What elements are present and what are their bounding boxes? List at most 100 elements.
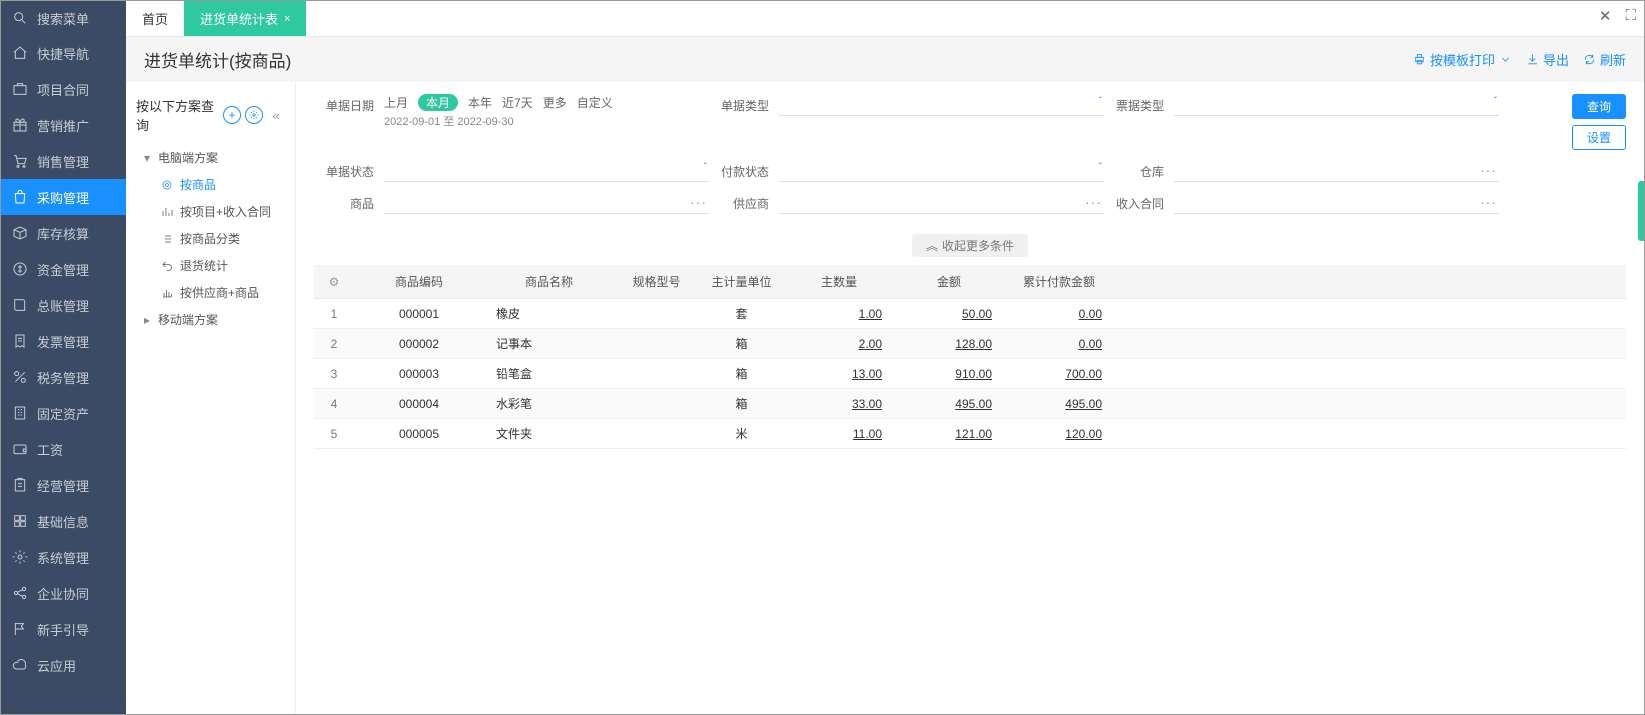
filter-warehouse[interactable]: ··· xyxy=(1174,160,1499,182)
table-row[interactable]: 3000003铅笔盒箱13.00910.00700.00 xyxy=(314,359,1626,389)
filter-supplier[interactable]: ··· xyxy=(779,192,1104,214)
sidebar-item-1[interactable]: 项目合同 xyxy=(1,71,126,107)
sidebar-item-6[interactable]: 资金管理 xyxy=(1,251,126,287)
col-1[interactable]: 商品名称 xyxy=(484,265,614,299)
paid-link[interactable]: 0.00 xyxy=(1079,337,1102,351)
qty-link[interactable]: 1.00 xyxy=(859,307,882,321)
grid-icon xyxy=(11,512,29,530)
table-row[interactable]: 4000004水彩笔箱33.00495.00495.00 xyxy=(314,389,1626,419)
sidebar-item-3[interactable]: 销售管理 xyxy=(1,143,126,179)
query-button[interactable]: 查询 xyxy=(1572,94,1626,119)
add-scheme-button[interactable]: + xyxy=(223,106,241,124)
sidebar-item-5[interactable]: 库存核算 xyxy=(1,215,126,251)
qty-link[interactable]: 11.00 xyxy=(853,427,882,441)
sidebar-item-4[interactable]: 采购管理 xyxy=(1,179,126,215)
export-button[interactable]: 导出 xyxy=(1526,50,1569,69)
sidebar-search-label: 搜索菜单 xyxy=(37,9,89,28)
list-icon xyxy=(160,232,174,246)
filter-label-status: 单据状态 xyxy=(314,160,374,180)
filter-ticket[interactable]: ˇ xyxy=(1174,94,1499,116)
home-icon xyxy=(11,44,29,62)
tab-0[interactable]: 首页 xyxy=(126,1,184,36)
tree-leaf-0-1[interactable]: 按项目+收入合同 xyxy=(126,198,295,225)
edge-handle[interactable] xyxy=(1638,181,1644,241)
sidebar-item-10[interactable]: 固定资产 xyxy=(1,395,126,431)
qty-link[interactable]: 2.00 xyxy=(859,337,882,351)
paid-link[interactable]: 0.00 xyxy=(1079,307,1102,321)
qty-link[interactable]: 13.00 xyxy=(852,367,882,381)
col-2[interactable]: 规格型号 xyxy=(614,265,699,299)
tree-leaf-0-3[interactable]: 退货统计 xyxy=(126,252,295,279)
date-tab-3[interactable]: 近7天 xyxy=(502,94,533,111)
sidebar-item-8[interactable]: 发票管理 xyxy=(1,323,126,359)
sidebar-item-9[interactable]: 税务管理 xyxy=(1,359,126,395)
sidebar-item-7[interactable]: 总账管理 xyxy=(1,287,126,323)
sidebar-item-13[interactable]: 基础信息 xyxy=(1,503,126,539)
table-row[interactable]: 2000002记事本箱2.00128.000.00 xyxy=(314,329,1626,359)
sidebar-item-17[interactable]: 云应用 xyxy=(1,647,126,683)
sidebar-item-11[interactable]: 工资 xyxy=(1,431,126,467)
col-4[interactable]: 主数量 xyxy=(784,265,894,299)
refresh-button[interactable]: 刷新 xyxy=(1583,50,1626,69)
amt-link[interactable]: 910.00 xyxy=(955,367,992,381)
date-tab-5[interactable]: 自定义 xyxy=(577,94,613,111)
filter-label-pay: 付款状态 xyxy=(709,160,769,180)
amt-link[interactable]: 128.00 xyxy=(955,337,992,351)
fullscreen-button[interactable]: ⛶ xyxy=(1625,7,1636,25)
date-tab-0[interactable]: 上月 xyxy=(384,94,408,111)
sidebar: 搜索菜单 快捷导航项目合同营销推广销售管理采购管理库存核算资金管理总账管理发票管… xyxy=(1,1,126,714)
paid-link[interactable]: 495.00 xyxy=(1065,397,1102,411)
box-icon xyxy=(11,224,29,242)
amt-link[interactable]: 495.00 xyxy=(955,397,992,411)
case-icon xyxy=(11,80,29,98)
tree-leaf-0-0[interactable]: 按商品 xyxy=(126,171,295,198)
filter-pay[interactable]: ˇ xyxy=(779,160,1104,182)
chevron-down-icon xyxy=(1499,53,1512,66)
filter-status[interactable]: ˇ xyxy=(384,160,709,182)
tree-leaf-0-4[interactable]: 按供应商+商品 xyxy=(126,279,295,306)
col-6[interactable]: 累计付款金额 xyxy=(1004,265,1114,299)
filter-goods[interactable]: ··· xyxy=(384,192,709,214)
col-0[interactable]: 商品编码 xyxy=(354,265,484,299)
filter-type[interactable]: ˇ xyxy=(779,94,1104,116)
sidebar-item-15[interactable]: 企业协同 xyxy=(1,575,126,611)
col-3[interactable]: 主计量单位 xyxy=(699,265,784,299)
date-tab-2[interactable]: 本年 xyxy=(468,94,492,111)
close-icon[interactable]: × xyxy=(284,13,290,25)
paid-link[interactable]: 120.00 xyxy=(1065,427,1102,441)
receipt-icon xyxy=(11,332,29,350)
amt-link[interactable]: 121.00 xyxy=(955,427,992,441)
collapse-scheme-button[interactable]: « xyxy=(267,106,285,124)
scheme-settings-button[interactable] xyxy=(245,106,263,124)
sidebar-item-16[interactable]: 新手引导 xyxy=(1,611,126,647)
close-window-button[interactable]: ✕ xyxy=(1599,7,1612,25)
date-tab-1[interactable]: 本月 xyxy=(418,94,458,111)
sidebar-item-0[interactable]: 快捷导航 xyxy=(1,35,126,71)
sidebar-item-2[interactable]: 营销推广 xyxy=(1,107,126,143)
sidebar-search[interactable]: 搜索菜单 xyxy=(1,1,126,35)
more-icon: ··· xyxy=(1480,194,1497,210)
paid-link[interactable]: 700.00 xyxy=(1065,367,1102,381)
date-tab-4[interactable]: 更多 xyxy=(543,94,567,111)
print-button[interactable]: 按模板打印 xyxy=(1413,50,1512,69)
sidebar-item-12[interactable]: 经营管理 xyxy=(1,467,126,503)
table-row[interactable]: 1000001橡皮套1.0050.000.00 xyxy=(314,299,1626,329)
sidebar-item-14[interactable]: 系统管理 xyxy=(1,539,126,575)
tree-group-0[interactable]: ▾电脑端方案 xyxy=(126,144,295,171)
table-gear-icon[interactable]: ⚙ xyxy=(329,275,340,289)
page-title: 进货单统计(按商品) xyxy=(144,47,291,72)
col-5[interactable]: 金额 xyxy=(894,265,1004,299)
collapse-filters-button[interactable]: ︽ 收起更多条件 xyxy=(912,234,1028,257)
flag-icon xyxy=(11,620,29,638)
tree-leaf-0-2[interactable]: 按商品分类 xyxy=(126,225,295,252)
tree-group-1[interactable]: ▸移动端方案 xyxy=(126,306,295,333)
table-row[interactable]: 5000005文件夹米11.00121.00120.00 xyxy=(314,419,1626,449)
percent-icon xyxy=(11,368,29,386)
amt-link[interactable]: 50.00 xyxy=(962,307,992,321)
tab-1[interactable]: 进货单统计表× xyxy=(184,1,306,36)
qty-link[interactable]: 33.00 xyxy=(852,397,882,411)
settings-button[interactable]: 设置 xyxy=(1572,125,1626,150)
cloud-icon xyxy=(11,656,29,674)
filter-income[interactable]: ··· xyxy=(1174,192,1499,214)
chevron-up-icon: ︽ xyxy=(926,237,938,254)
